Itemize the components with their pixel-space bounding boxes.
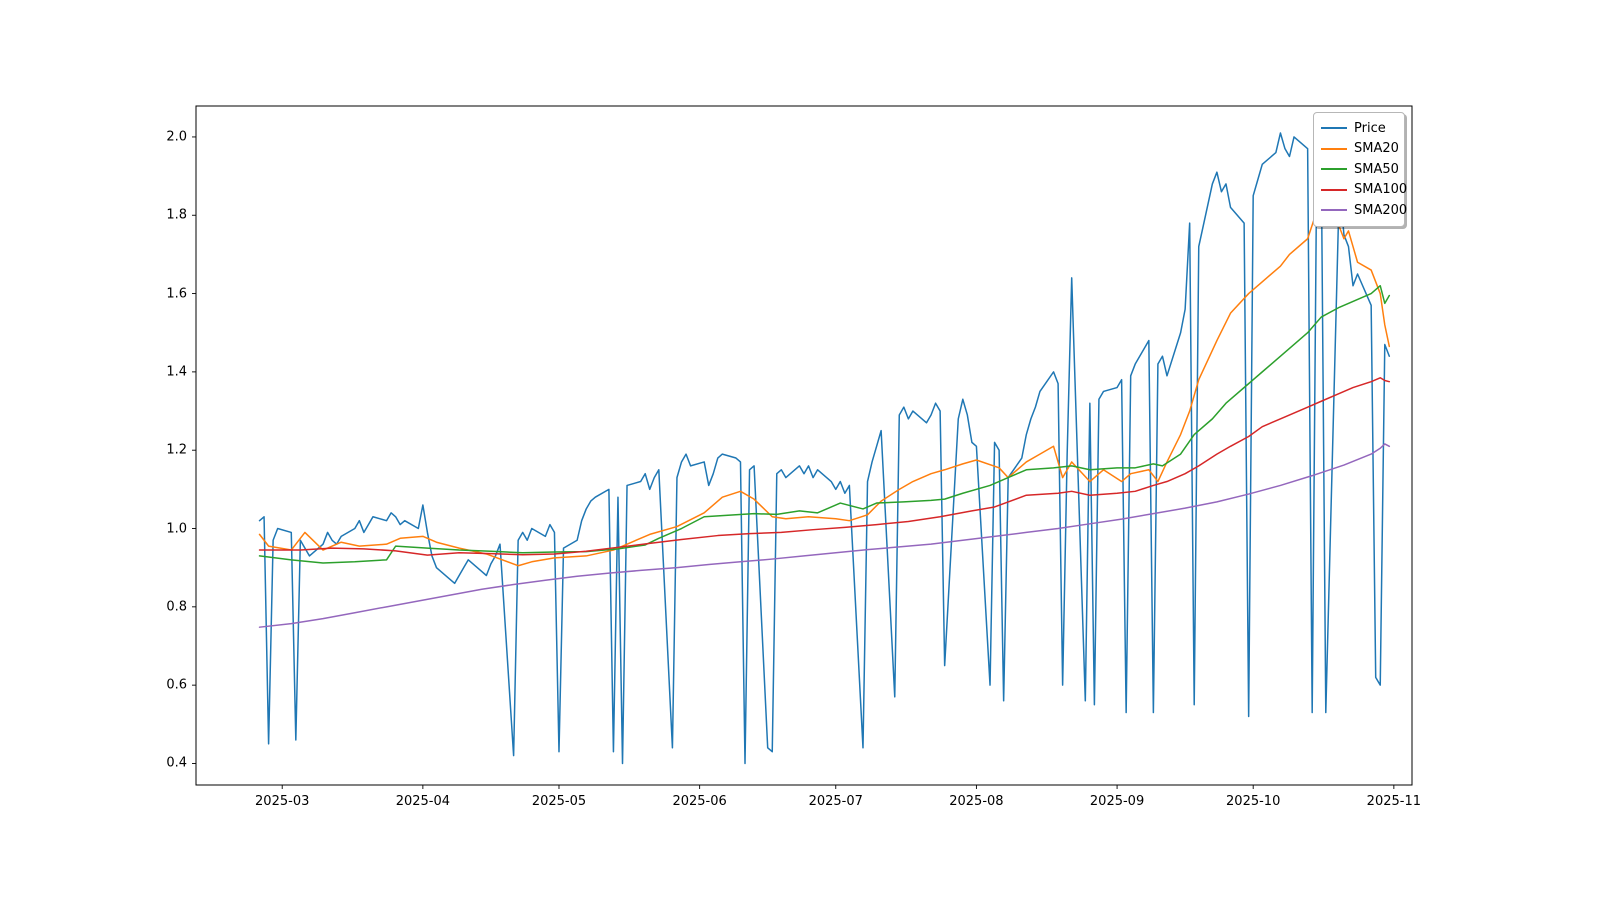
- y-tick-label: 0.8: [166, 599, 187, 615]
- x-tick-label: 2025-09: [1089, 794, 1145, 809]
- sma50-line: [258, 284, 1391, 564]
- legend-entry-sma20: SMA20: [1321, 139, 1399, 160]
- sma20-line-swatch: [1321, 147, 1347, 150]
- x-tick-label: 2025-11: [1366, 794, 1422, 809]
- sma200-line: [258, 443, 1391, 628]
- x-tick-label: 2025-05: [531, 794, 587, 809]
- sma50-line-swatch: [1321, 168, 1347, 171]
- legend-entry-sma50: SMA50: [1321, 159, 1399, 180]
- legend-entry-sma200: SMA200: [1321, 200, 1407, 221]
- y-tick-label: 1.6: [166, 286, 187, 302]
- legend: Price SMA20 SMA50 SMA100 SMA200: [1313, 112, 1407, 227]
- legend-label: Price: [1354, 120, 1386, 136]
- sma20-line: [258, 208, 1391, 567]
- y-tick-label: 0.4: [166, 755, 187, 771]
- x-tick-label: 2025-10: [1226, 794, 1281, 809]
- legend-entry-sma100: SMA100: [1321, 180, 1407, 201]
- legend-label: SMA200: [1354, 202, 1408, 218]
- x-tick-label: 2025-07: [808, 794, 863, 809]
- price-line-swatch: [1321, 127, 1347, 130]
- legend-label: SMA100: [1354, 182, 1408, 198]
- legend-label: SMA20: [1354, 141, 1399, 157]
- x-tick-label: 2025-08: [949, 794, 1004, 809]
- y-tick-label: 0.6: [166, 677, 187, 693]
- sma200-line-swatch: [1321, 209, 1347, 212]
- y-tick-label: 1.0: [166, 521, 187, 536]
- x-tick-label: 2025-04: [395, 794, 451, 809]
- y-tick-label: 1.8: [166, 207, 187, 223]
- price-line: [258, 132, 1391, 765]
- y-tick-label: 2.0: [166, 129, 187, 145]
- sma100-line: [258, 377, 1391, 556]
- y-tick-label: 1.2: [166, 442, 187, 458]
- x-tick-label: 2025-06: [672, 794, 727, 809]
- y-tick-label: 1.4: [166, 364, 187, 380]
- legend-label: SMA50: [1354, 161, 1399, 177]
- x-tick-label: 2025-03: [255, 794, 310, 809]
- legend-entry-price: Price: [1321, 118, 1396, 139]
- sma100-line-swatch: [1321, 188, 1347, 191]
